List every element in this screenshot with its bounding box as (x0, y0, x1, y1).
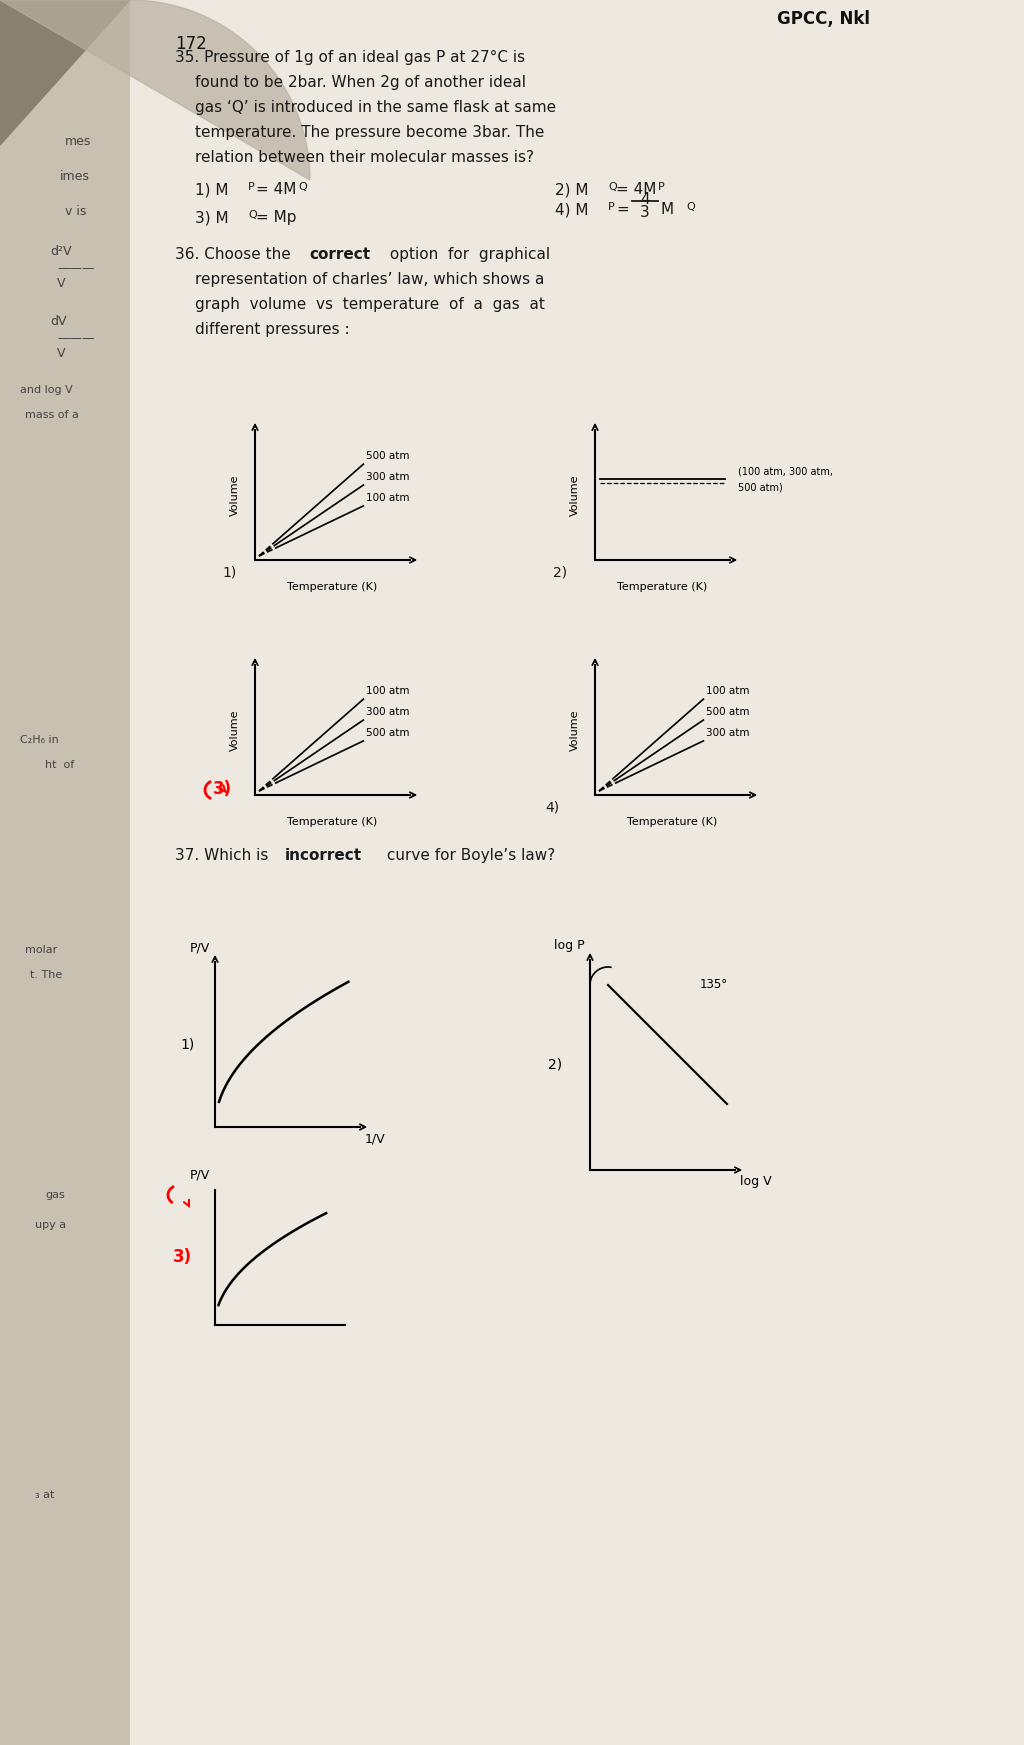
Text: relation between their molecular masses is?: relation between their molecular masses … (195, 150, 534, 166)
Text: M: M (662, 202, 674, 216)
Text: =: = (616, 202, 629, 216)
Text: 1): 1) (180, 1038, 195, 1052)
Text: = 4M: = 4M (256, 181, 296, 197)
Text: 3: 3 (640, 204, 650, 220)
Text: 100 atm: 100 atm (707, 686, 750, 696)
Text: imes: imes (60, 169, 90, 183)
Text: 2) M: 2) M (555, 181, 589, 197)
Text: = 4M: = 4M (616, 181, 656, 197)
Text: ———: ——— (57, 332, 94, 346)
Text: ₃ at: ₃ at (35, 1490, 54, 1501)
Text: option  for  graphical: option for graphical (385, 248, 550, 262)
Text: log P: log P (554, 939, 585, 953)
Text: upy a: upy a (35, 1220, 67, 1230)
Text: 500 atm: 500 atm (367, 452, 410, 461)
Text: 1/V: 1/V (365, 1133, 386, 1145)
Text: (100 atm, 300 atm,: (100 atm, 300 atm, (738, 466, 833, 476)
Text: 300 atm: 300 atm (707, 728, 750, 738)
Text: mass of a: mass of a (25, 410, 79, 421)
Text: different pressures :: different pressures : (195, 323, 349, 337)
Text: 3): 3) (173, 1248, 193, 1265)
Text: 300 atm: 300 atm (367, 707, 410, 717)
Text: representation of charles’ law, which shows a: representation of charles’ law, which sh… (195, 272, 545, 286)
Text: P/V: P/V (189, 941, 210, 955)
Text: GPCC, Nkl: GPCC, Nkl (777, 10, 870, 28)
Text: 100 atm: 100 atm (367, 492, 410, 503)
Text: found to be 2bar. When 2g of another ideal: found to be 2bar. When 2g of another ide… (195, 75, 526, 91)
Text: P: P (658, 181, 665, 192)
Text: 35. Pressure of 1g of an ideal gas P at 27°C is: 35. Pressure of 1g of an ideal gas P at … (175, 51, 525, 65)
Text: dV: dV (50, 316, 67, 328)
Polygon shape (0, 0, 310, 180)
Text: 1): 1) (223, 565, 237, 579)
Text: Q: Q (608, 181, 616, 192)
Text: mes: mes (65, 134, 91, 148)
Text: Temperature (K): Temperature (K) (617, 583, 708, 592)
Bar (0, 0, 130, 1745)
Text: Q: Q (248, 209, 257, 220)
Text: d²V: d²V (50, 244, 72, 258)
Text: Volume: Volume (570, 708, 580, 750)
Text: 500 atm): 500 atm) (738, 482, 782, 492)
Text: 100 atm: 100 atm (367, 686, 410, 696)
Text: temperature. The pressure become 3bar. The: temperature. The pressure become 3bar. T… (195, 126, 545, 140)
Text: curve for Boyle’s law?: curve for Boyle’s law? (382, 848, 555, 864)
Text: Volume: Volume (230, 475, 240, 517)
Text: P: P (248, 181, 255, 192)
Text: ht  of: ht of (45, 761, 75, 770)
Text: t. The: t. The (30, 970, 62, 981)
Text: and log V: and log V (20, 386, 73, 394)
Text: 1) M: 1) M (195, 181, 228, 197)
Text: v is: v is (65, 204, 86, 218)
Text: ———: ——— (57, 262, 94, 276)
Text: 135°: 135° (700, 977, 728, 991)
Text: 172: 172 (175, 35, 207, 52)
Text: 300 atm: 300 atm (367, 471, 410, 482)
Text: 2): 2) (548, 1057, 562, 1071)
Text: 3): 3) (213, 780, 232, 797)
Text: = Mp: = Mp (256, 209, 297, 225)
Text: gas ‘Q’ is introduced in the same flask at same: gas ‘Q’ is introduced in the same flask … (195, 99, 556, 115)
Text: 37. Which is: 37. Which is (175, 848, 273, 864)
Text: Temperature (K): Temperature (K) (628, 817, 718, 827)
Text: Temperature (K): Temperature (K) (288, 817, 378, 827)
Text: 4) M: 4) M (555, 202, 589, 216)
Bar (130, 0, 1024, 1745)
Polygon shape (0, 0, 130, 145)
Text: 500 atm: 500 atm (367, 728, 410, 738)
Text: 4: 4 (640, 192, 650, 208)
Text: graph  volume  vs  temperature  of  a  gas  at: graph volume vs temperature of a gas at (195, 297, 545, 312)
Text: C₂H₆ in: C₂H₆ in (20, 735, 58, 745)
Text: correct: correct (309, 248, 370, 262)
Text: Temperature (K): Temperature (K) (288, 583, 378, 592)
Text: V: V (57, 277, 66, 290)
Text: Volume: Volume (230, 708, 240, 750)
Text: V: V (57, 347, 66, 359)
Text: 3) M: 3) M (195, 209, 228, 225)
Text: 36. Choose the: 36. Choose the (175, 248, 296, 262)
Text: P/V: P/V (189, 1169, 210, 1181)
Text: P: P (608, 202, 614, 211)
Text: gas: gas (45, 1190, 65, 1201)
Text: Q: Q (298, 181, 307, 192)
Text: log V: log V (740, 1174, 772, 1188)
Text: molar: molar (25, 946, 57, 955)
Text: Volume: Volume (570, 475, 580, 517)
Text: incorrect: incorrect (285, 848, 362, 864)
Text: 500 atm: 500 atm (707, 707, 750, 717)
Text: 2): 2) (553, 565, 567, 579)
Text: 4): 4) (545, 799, 559, 813)
Text: Q: Q (686, 202, 694, 211)
